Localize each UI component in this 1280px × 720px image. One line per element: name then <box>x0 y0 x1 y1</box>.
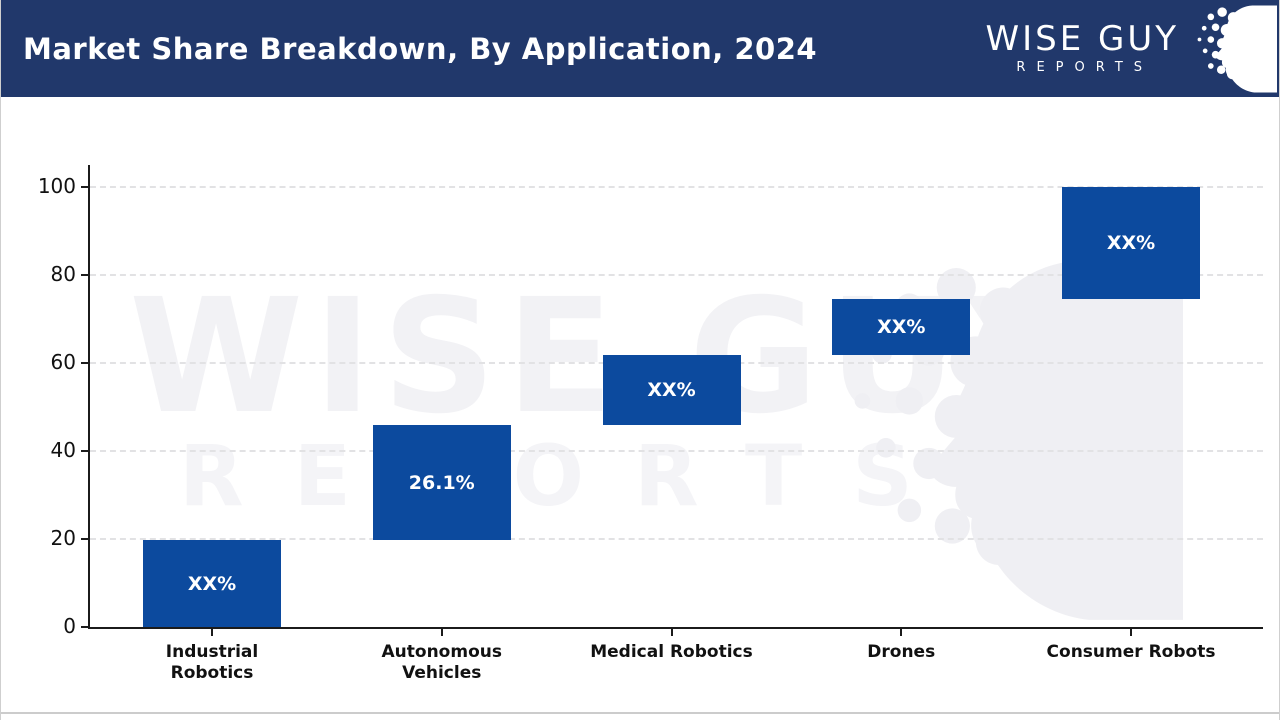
y-tick-label-40: 40 <box>50 438 76 462</box>
chart-plot: WISE GUY REPORTS 020406080100XX%Industri… <box>1 97 1279 713</box>
brand-logo-text: WISE GUY REPORTS <box>985 19 1179 75</box>
gridline-80 <box>90 274 1263 276</box>
gridline-20 <box>90 538 1263 540</box>
bottom-divider <box>1 712 1279 714</box>
y-tick-label-100: 100 <box>37 174 76 198</box>
x-category-label: Medical Robotics <box>590 642 753 662</box>
y-tick-100 <box>81 186 88 188</box>
y-tick-label-80: 80 <box>50 262 76 286</box>
gridline-40 <box>90 450 1263 452</box>
bar-medical-robotics: XX% <box>602 354 741 426</box>
bar-value-label: XX% <box>647 379 696 402</box>
x-category-label: Industrial Robotics <box>165 642 259 684</box>
y-tick-0 <box>81 626 88 628</box>
header-bar: Market Share Breakdown, By Application, … <box>1 0 1279 97</box>
x-tick-1 <box>440 629 443 636</box>
x-category-label: Autonomous Vehicles <box>381 642 502 684</box>
bar-value-label: 26.1% <box>408 471 475 494</box>
gridline-100 <box>90 186 1263 188</box>
y-axis-line <box>88 165 90 629</box>
bar-value-label: XX% <box>1106 232 1156 255</box>
y-tick-40 <box>81 450 88 452</box>
x-category-label: Consumer Robots <box>1046 642 1216 662</box>
brand-subname: REPORTS <box>1016 59 1154 75</box>
x-axis-line <box>88 627 1263 629</box>
y-tick-label-0: 0 <box>63 614 76 638</box>
bar-consumer-robots: XX% <box>1062 187 1200 300</box>
brand-name: WISE GUY <box>985 19 1179 60</box>
bar-drones: XX% <box>832 299 971 355</box>
chart-title: Market Share Breakdown, By Application, … <box>23 31 818 66</box>
x-tick-2 <box>670 629 673 636</box>
y-tick-80 <box>81 274 88 276</box>
bar-autonomous-vehicles: 26.1% <box>372 425 511 541</box>
x-category-label: Drones <box>867 642 936 662</box>
x-tick-0 <box>211 629 213 636</box>
y-tick-60 <box>81 362 88 364</box>
y-tick-20 <box>81 538 88 540</box>
x-tick-3 <box>900 629 903 636</box>
y-tick-label-20: 20 <box>50 526 76 550</box>
brand-logo: WISE GUY REPORTS <box>985 3 1279 95</box>
y-tick-label-60: 60 <box>50 350 76 374</box>
face-profile-logo-icon <box>1197 5 1277 92</box>
watermark-subword: REPORTS <box>179 427 963 525</box>
x-tick-4 <box>1130 629 1132 636</box>
bar-industrial-robotics: XX% <box>143 540 281 627</box>
bar-value-label: XX% <box>877 315 926 338</box>
bar-value-label: XX% <box>187 572 237 595</box>
